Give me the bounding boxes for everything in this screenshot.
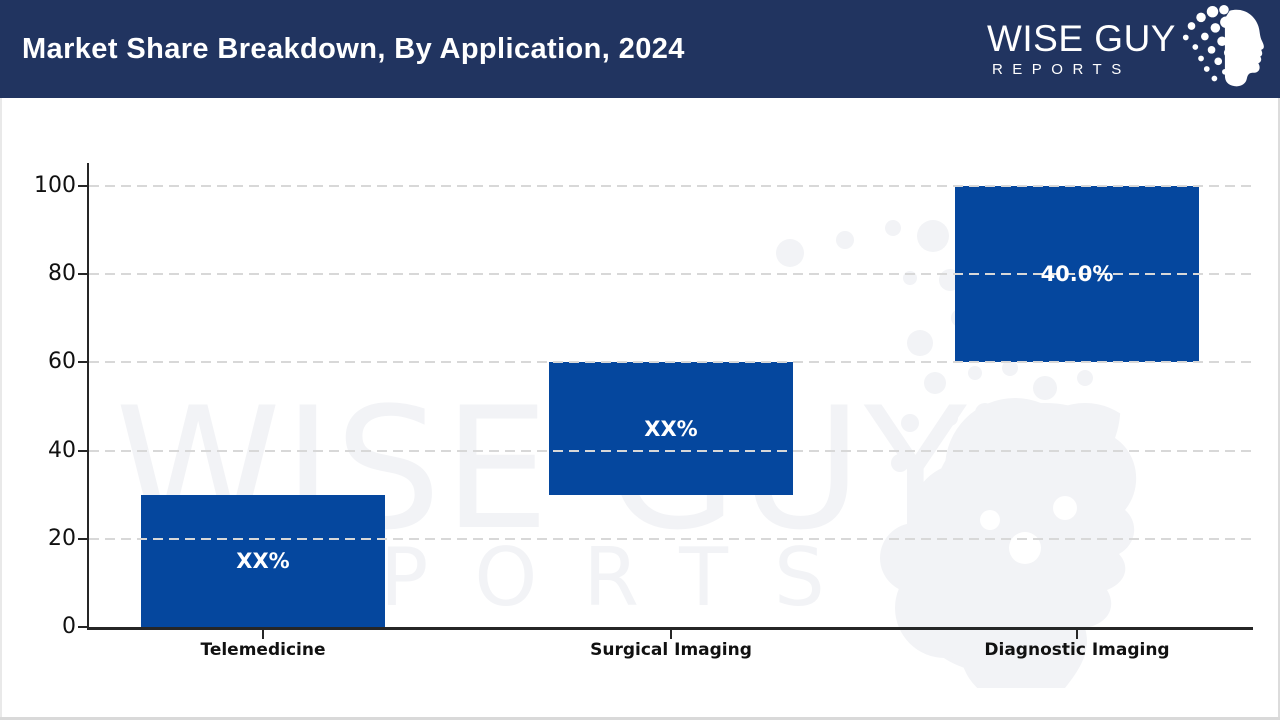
- dotted-face-profile-icon: [1180, 5, 1266, 93]
- y-tick-label: 40: [48, 437, 76, 463]
- page-border-bottom: [0, 717, 1280, 720]
- y-tick-label: 0: [62, 614, 76, 639]
- x-category-label: Diagnostic Imaging: [984, 640, 1170, 660]
- y-tick-label: 80: [48, 261, 76, 287]
- logo-wordmark: WISE GUY: [986, 18, 1176, 59]
- gridline: [89, 449, 1253, 452]
- bar-value-label: 40.0%: [1040, 262, 1114, 287]
- bar-telemedicine: [141, 494, 385, 627]
- gridline: [89, 537, 1253, 540]
- logo-subtitle: REPORTS: [991, 61, 1131, 78]
- header-bar: Market Share Breakdown, By Application, …: [0, 0, 1280, 98]
- page-title: Market Share Breakdown, By Application, …: [22, 32, 685, 65]
- y-tick-mark: [78, 537, 87, 540]
- gridline: [89, 185, 1253, 187]
- dotted-face-profile-watermark-icon: [765, 218, 1185, 703]
- y-axis-line: [87, 163, 89, 629]
- y-tick-mark: [78, 626, 87, 628]
- bar-value-label: XX%: [236, 548, 290, 573]
- page-border-right: [1278, 98, 1280, 720]
- y-tick-mark: [78, 449, 87, 452]
- y-tick-mark: [78, 273, 87, 276]
- page-border-left: [0, 98, 2, 720]
- wiseguy-logo-text: WISE GUY REPORTS: [987, 20, 1176, 78]
- bar-value-label: XX%: [644, 416, 698, 441]
- gridline: [89, 273, 1253, 276]
- y-tick-mark: [78, 185, 87, 187]
- y-tick-mark: [78, 361, 87, 364]
- x-tick-mark: [1076, 630, 1078, 639]
- x-axis-line: [87, 627, 1253, 630]
- gridline: [89, 361, 1253, 364]
- wiseguy-logo: WISE GUY REPORTS: [987, 5, 1266, 93]
- y-tick-label: 60: [48, 349, 76, 375]
- x-category-label: Telemedicine: [200, 640, 326, 660]
- y-tick-label: 100: [34, 173, 76, 198]
- bar-surgical-imaging: [549, 362, 793, 495]
- x-tick-mark: [670, 630, 672, 639]
- x-category-label: Surgical Imaging: [590, 640, 752, 660]
- y-tick-label: 20: [48, 525, 76, 551]
- x-tick-mark: [262, 630, 264, 639]
